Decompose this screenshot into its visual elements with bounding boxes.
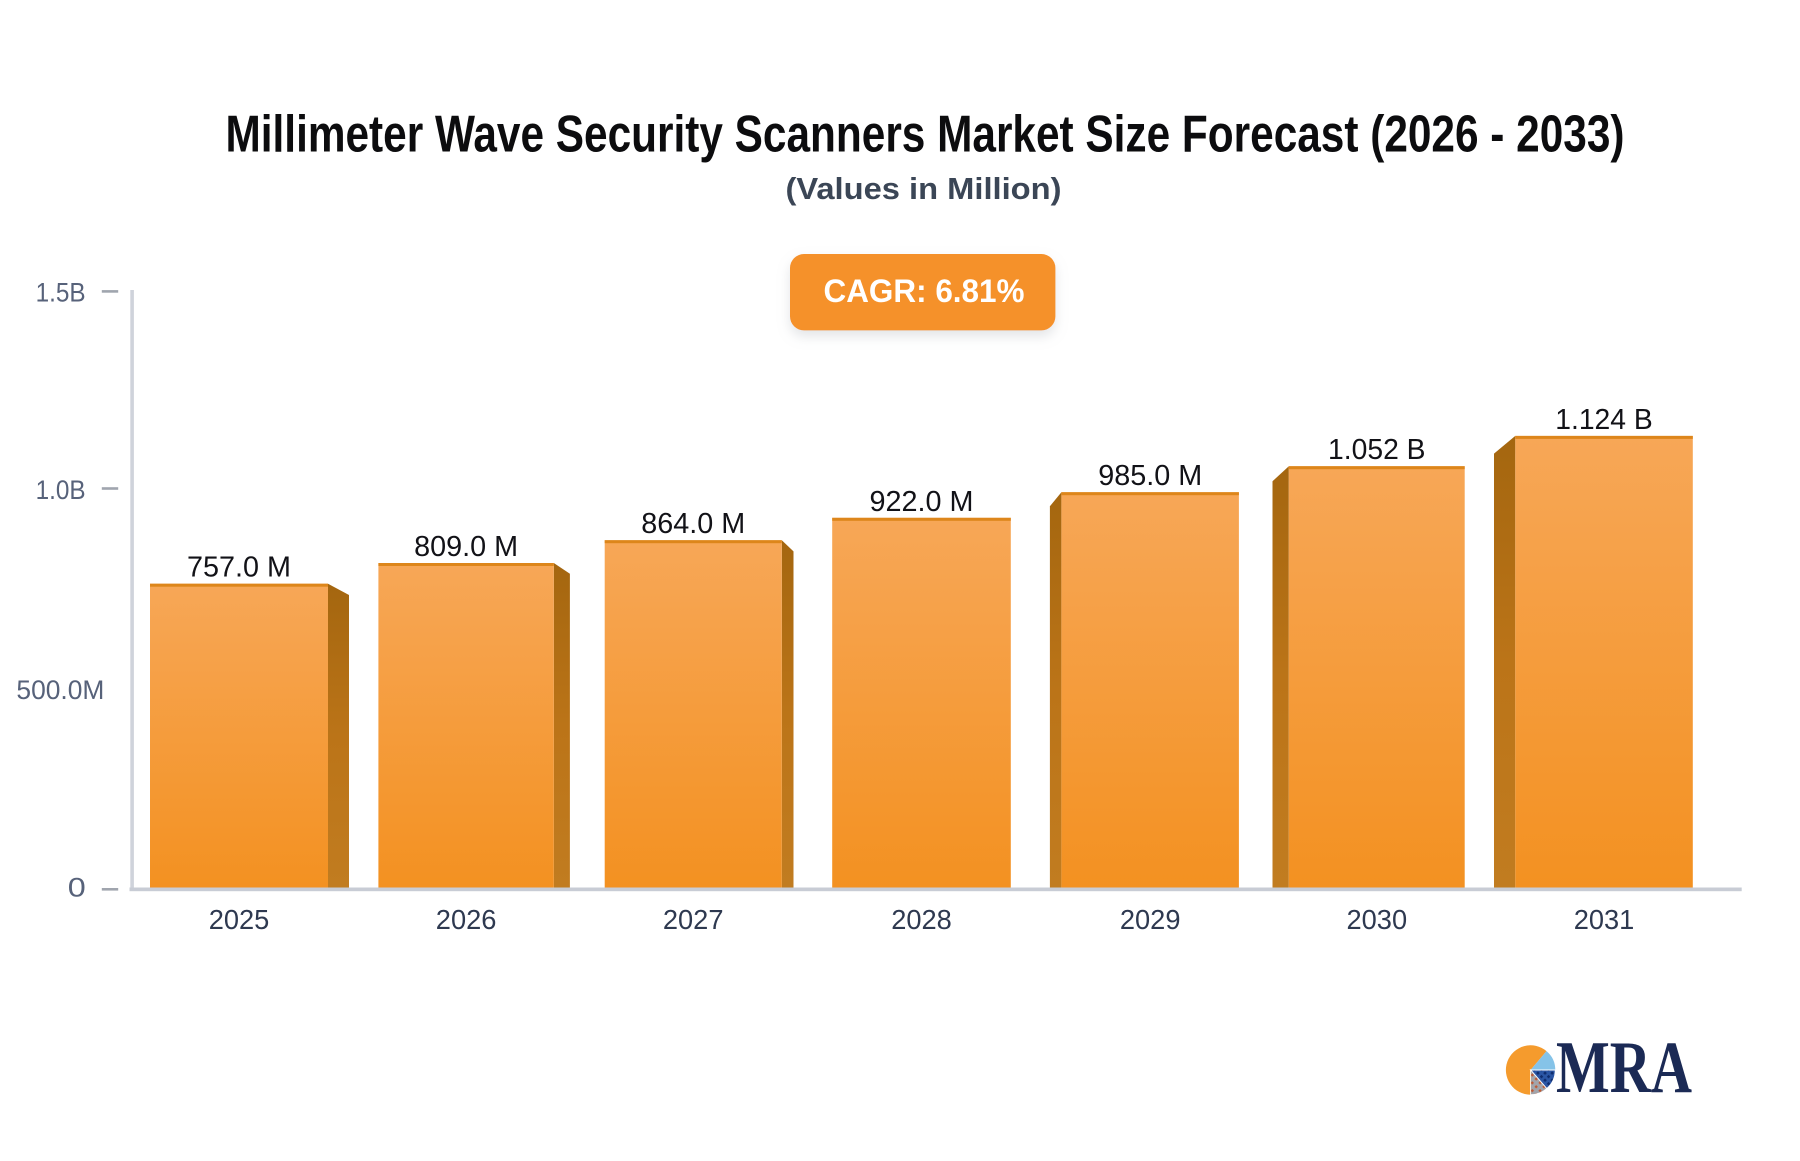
svg-text:Millimeter Wave Security Scann: Millimeter Wave Security Scanners Market… <box>226 106 1625 164</box>
svg-text:985.0 M: 985.0 M <box>1098 460 1202 492</box>
svg-text:809.0 M: 809.0 M <box>414 531 518 563</box>
svg-text:922.0 M: 922.0 M <box>870 486 974 518</box>
svg-text:757.0 M: 757.0 M <box>187 552 291 584</box>
svg-text:500.0M: 500.0M <box>16 675 104 705</box>
svg-text:1.0B: 1.0B <box>36 475 86 505</box>
svg-text:2029: 2029 <box>1120 904 1181 935</box>
svg-text:2028: 2028 <box>891 904 952 935</box>
svg-text:2030: 2030 <box>1347 904 1408 935</box>
svg-text:1.052 B: 1.052 B <box>1328 434 1426 466</box>
svg-text:2031: 2031 <box>1574 904 1635 935</box>
svg-text:2026: 2026 <box>436 904 497 935</box>
svg-text:(Values in Million): (Values in Million) <box>786 171 1062 206</box>
svg-text:2027: 2027 <box>663 904 724 935</box>
svg-text:2025: 2025 <box>209 904 270 935</box>
svg-text:CAGR: 6.81%: CAGR: 6.81% <box>824 273 1025 309</box>
svg-text:1.5B: 1.5B <box>36 277 86 307</box>
svg-text:1.124 B: 1.124 B <box>1555 404 1653 436</box>
svg-text:0: 0 <box>68 873 86 903</box>
svg-text:864.0 M: 864.0 M <box>641 508 745 540</box>
svg-text:MRA: MRA <box>1556 1027 1692 1109</box>
